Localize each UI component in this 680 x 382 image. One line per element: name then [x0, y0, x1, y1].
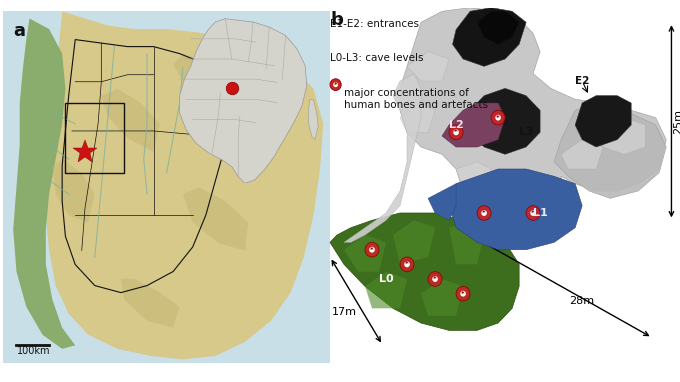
Polygon shape [603, 118, 645, 154]
Circle shape [449, 125, 463, 140]
Polygon shape [173, 53, 239, 110]
Text: 25m: 25m [673, 109, 680, 134]
Text: *: * [334, 82, 337, 87]
Polygon shape [400, 8, 666, 235]
Circle shape [432, 276, 438, 282]
Circle shape [330, 79, 341, 91]
Circle shape [369, 247, 375, 253]
Text: 17m: 17m [332, 307, 356, 317]
Text: *: * [531, 210, 535, 216]
Text: *: * [461, 291, 465, 297]
Polygon shape [330, 213, 519, 330]
Text: *: * [482, 210, 486, 216]
Text: *: * [454, 129, 458, 135]
Text: E1-E2: entrances: E1-E2: entrances [330, 19, 419, 29]
Circle shape [428, 272, 442, 286]
Polygon shape [365, 272, 407, 308]
FancyBboxPatch shape [3, 11, 330, 363]
Text: L0-L3: cave levels: L0-L3: cave levels [330, 53, 424, 63]
Text: *: * [405, 261, 409, 267]
Circle shape [495, 115, 501, 121]
Text: major concentrations of
human bones and artefacts: major concentrations of human bones and … [344, 88, 488, 110]
Text: L3: L3 [519, 127, 533, 137]
Text: 100km: 100km [16, 346, 50, 356]
Text: *: * [370, 247, 374, 253]
Text: b: b [330, 11, 343, 29]
Text: L1: L1 [532, 208, 547, 218]
Circle shape [400, 257, 414, 272]
Bar [65, 103, 124, 173]
Polygon shape [561, 140, 603, 169]
Text: *: * [496, 115, 500, 121]
Text: 28m: 28m [570, 296, 595, 306]
Text: E1: E1 [467, 16, 481, 26]
Circle shape [460, 291, 466, 296]
Polygon shape [344, 235, 386, 272]
Polygon shape [442, 103, 505, 147]
Polygon shape [400, 103, 435, 132]
Text: a: a [13, 22, 25, 40]
Polygon shape [477, 11, 519, 44]
Circle shape [481, 210, 487, 216]
Circle shape [365, 242, 379, 257]
Polygon shape [456, 162, 491, 191]
Circle shape [404, 261, 410, 267]
Polygon shape [183, 187, 248, 251]
Polygon shape [449, 220, 484, 264]
Polygon shape [13, 18, 75, 349]
Polygon shape [470, 88, 540, 154]
Circle shape [454, 129, 459, 135]
Polygon shape [453, 8, 526, 66]
Polygon shape [554, 103, 666, 198]
Polygon shape [449, 169, 582, 250]
Polygon shape [180, 19, 307, 183]
Text: E2: E2 [575, 76, 590, 86]
Text: L0: L0 [379, 274, 393, 284]
Circle shape [526, 206, 540, 220]
Polygon shape [407, 52, 449, 81]
Polygon shape [575, 96, 631, 147]
Polygon shape [101, 89, 160, 152]
Polygon shape [309, 99, 318, 140]
Circle shape [333, 82, 338, 87]
Circle shape [491, 110, 505, 125]
Polygon shape [121, 278, 180, 328]
Circle shape [530, 210, 536, 216]
Polygon shape [428, 184, 456, 220]
Text: L2: L2 [449, 120, 464, 130]
Text: *: * [433, 276, 437, 282]
Polygon shape [46, 11, 323, 359]
Circle shape [456, 286, 470, 301]
Polygon shape [52, 159, 95, 222]
Circle shape [477, 206, 491, 220]
Polygon shape [344, 74, 421, 242]
Polygon shape [393, 220, 435, 264]
Polygon shape [421, 279, 463, 316]
